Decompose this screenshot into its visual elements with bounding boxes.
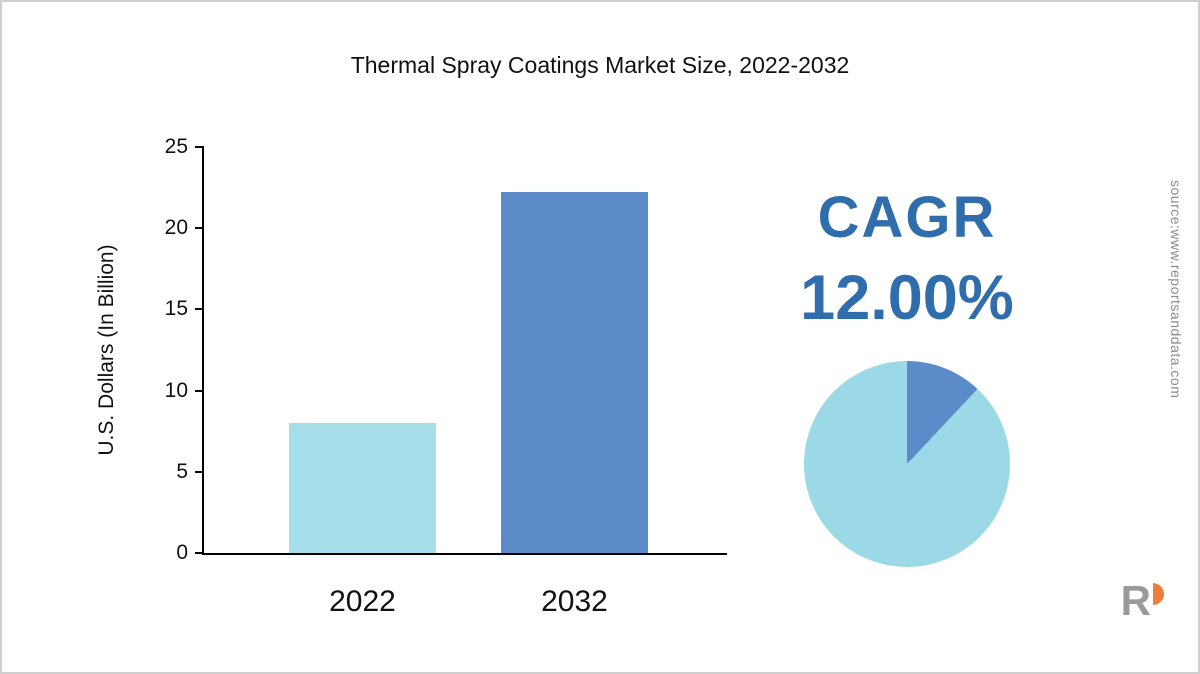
y-tick-mark [195, 552, 204, 554]
y-tick: 0 [176, 541, 204, 564]
bar-chart-plot-area: 0 5 10 15 20 25 2022 2032 [165, 135, 727, 618]
bar-2032 [501, 192, 648, 553]
x-tick-label-2032: 2032 [541, 585, 608, 618]
y-tick-mark [195, 470, 204, 473]
y-tick-mark [195, 308, 204, 311]
y-tick-mark [195, 146, 204, 148]
cagr-label: CAGR [817, 185, 997, 250]
y-tick-mark [195, 227, 204, 230]
y-tick-label: 15 [164, 297, 188, 321]
y-tick: 15 [164, 297, 204, 321]
pie-chart [804, 361, 1010, 567]
y-tick: 20 [164, 216, 204, 240]
y-tick-label: 5 [176, 459, 188, 483]
y-tick-label: 20 [164, 216, 188, 240]
y-tick: 25 [164, 135, 204, 158]
y-tick-label: 0 [176, 541, 188, 564]
chart-title: Thermal Spray Coatings Market Size, 2022… [350, 52, 850, 78]
cagr-value: 12.00% [800, 263, 1014, 333]
y-tick: 5 [176, 459, 204, 483]
logo-dot-icon [1153, 583, 1164, 605]
logo-letter: R [1120, 577, 1151, 624]
y-tick-label: 10 [164, 378, 188, 402]
y-tick-label: 25 [164, 135, 188, 158]
x-tick-label-2022: 2022 [329, 585, 396, 618]
y-axis: 0 5 10 15 20 25 [165, 135, 727, 564]
source-text: source:www.reportsanddata.com [1168, 180, 1184, 399]
y-tick: 10 [164, 378, 204, 402]
y-axis-label: U.S. Dollars (In Billion) [95, 244, 118, 456]
bar-2022 [289, 423, 436, 553]
y-tick-mark [195, 389, 204, 392]
logo: R [1121, 580, 1164, 622]
